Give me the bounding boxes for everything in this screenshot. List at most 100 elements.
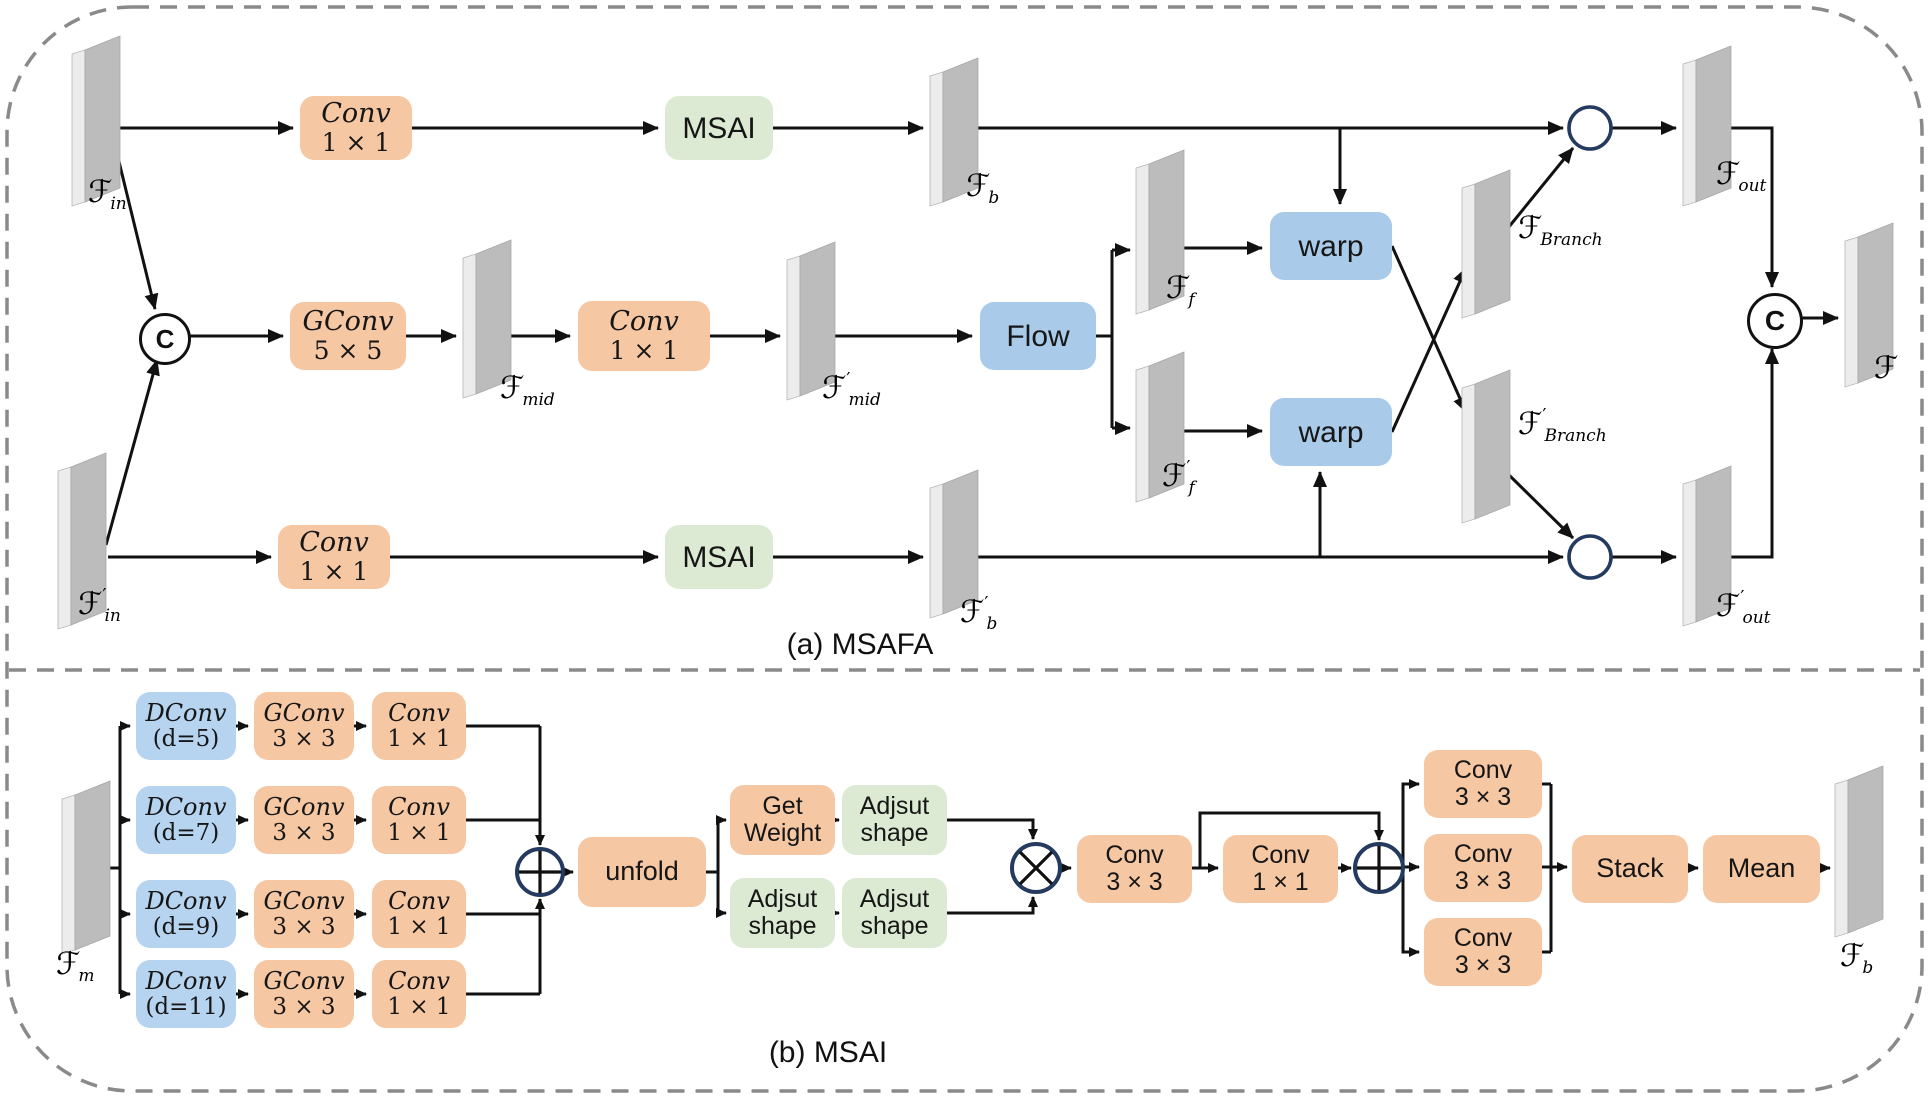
block-label: Conv [1251,840,1310,869]
feature-label-f-b: ℱb [966,168,1000,208]
block-label: GConv [302,306,394,338]
dashed-border [5,5,1924,1093]
block-label: 3 × 3 [272,993,336,1020]
block-label: 1 × 1 [1252,868,1309,896]
msai-bottom-block: MSAI [665,525,773,589]
feature-label-f-b-prime: ℱ′b [960,593,998,634]
block-label: 1 × 1 [387,993,451,1020]
dconv-d9-block: DConv (d=9) [136,880,236,948]
block-label: Conv [1453,755,1513,784]
feature-slab-f-b [929,57,979,207]
conv1x1-bottom-block: Conv 1 × 1 [278,525,390,589]
block-label: (d=11) [145,993,227,1020]
feature-slab-f-f-prime [1135,351,1185,503]
unfold-block: unfold [578,837,706,907]
feature-slab-f-result [1844,222,1894,388]
block-label: Conv [1453,923,1513,952]
conv3x3-stack-2-block: Conv 3 × 3 [1424,834,1542,902]
block-label: Conv [609,306,679,338]
block-label: 3 × 3 [1454,783,1512,811]
adjust-shape-top-block: Adjsut shape [842,785,947,855]
block-label: DConv [145,967,227,996]
conv3x3-stack-1-block: Conv 3 × 3 [1424,750,1542,818]
block-label: GConv [263,699,345,728]
conv3x3-block: Conv 3 × 3 [1077,835,1192,903]
feature-label-f-branch: ℱBranch [1518,210,1603,250]
block-label: 3 × 3 [272,913,336,940]
feature-label-f: ℱ [1874,350,1899,386]
arrows-panel-b [110,721,1831,999]
conv1x1-row1-block: Conv 1 × 1 [372,692,466,760]
block-label: 1 × 1 [609,336,679,366]
feature-label-f-in: ℱin [88,174,127,214]
subtract-top-circle [1567,105,1613,151]
warp-top-block: warp [1270,212,1392,280]
get-weight-block: Get Weight [730,785,835,855]
concat-right-circle: C [1747,293,1803,349]
subtract-bottom-circle [1567,534,1613,580]
feature-label-f-mid-prime: ℱ′mid [822,369,881,410]
feature-slab-f-branch [1461,169,1511,319]
arrows-panel-a [104,121,1839,564]
feature-slab-f-mid-prime [786,241,836,401]
block-label: 3 × 3 [272,819,336,846]
block-label: GConv [263,793,345,822]
block-label: Conv [1105,840,1164,869]
block-label: Mean [1727,853,1796,884]
feature-label-f-out-prime: ℱ′out [1716,587,1771,628]
operator-circles [515,105,1613,897]
block-label: 3 × 3 [272,725,336,752]
block-label: Adjsut [859,884,930,913]
block-label: MSAI [682,540,756,574]
block-label: DConv [145,793,227,822]
plus-icon [1357,846,1401,890]
conv1x1-row2-block: Conv 1 × 1 [372,786,466,854]
block-label: 1 × 1 [321,128,391,158]
block-label: (d=5) [152,725,220,752]
conv1x1-top-block: Conv 1 × 1 [300,96,412,160]
gconv3x3-row2-block: GConv 3 × 3 [254,786,354,854]
concat-label: C [155,323,175,354]
block-label: (d=9) [152,913,220,940]
feature-slab-f-b-prime [929,469,979,619]
feature-slab-f-out [1682,45,1732,207]
feature-label-f-m: ℱm [56,946,95,986]
caption-msai: (b) MSAI [768,1036,888,1069]
block-label: shape [748,912,817,940]
feature-slab-f-m [61,780,111,955]
conv1x1-row4-block: Conv 1 × 1 [372,960,466,1028]
caption-msafa: (a) MSAFA [786,628,934,661]
feature-slab-f-in-prime [57,452,107,630]
block-label: DConv [145,887,227,916]
block-label: 1 × 1 [387,819,451,846]
feature-slab-f-in [71,35,121,207]
msai-top-block: MSAI [665,96,773,160]
feature-slab-f-b-msai [1834,765,1884,938]
block-label: Adjsut [747,884,818,913]
plus-icon [519,851,561,893]
dconv-d11-block: DConv (d=11) [136,960,236,1028]
block-label: (d=7) [152,819,220,846]
block-label: warp [1298,229,1364,263]
block-label: Conv [321,98,391,130]
block-label: Conv [388,967,450,996]
conv1x1-row3-block: Conv 1 × 1 [372,880,466,948]
feature-label-f-in-prime: ℱ′in [78,585,121,626]
block-label: 3 × 3 [1454,867,1512,895]
block-label: 3 × 3 [1106,868,1163,896]
gconv3x3-row3-block: GConv 3 × 3 [254,880,354,948]
block-label: MSAI [682,111,756,145]
feature-label-f-out: ℱout [1716,156,1767,196]
block-label: warp [1298,415,1364,449]
block-label: shape [860,912,929,940]
block-label: Conv [388,887,450,916]
block-label: Conv [388,793,450,822]
block-label: shape [860,819,929,847]
feature-label-f-branch-prime: ℱ′Branch [1518,405,1607,446]
conv3x3-stack-3-block: Conv 3 × 3 [1424,918,1542,986]
block-label: Get [762,791,803,820]
adjust-shape-bottom-right-block: Adjsut shape [842,878,947,948]
block-label: Conv [388,699,450,728]
feature-label-f-b-output: ℱb [1840,938,1874,978]
block-label: Conv [299,527,369,559]
